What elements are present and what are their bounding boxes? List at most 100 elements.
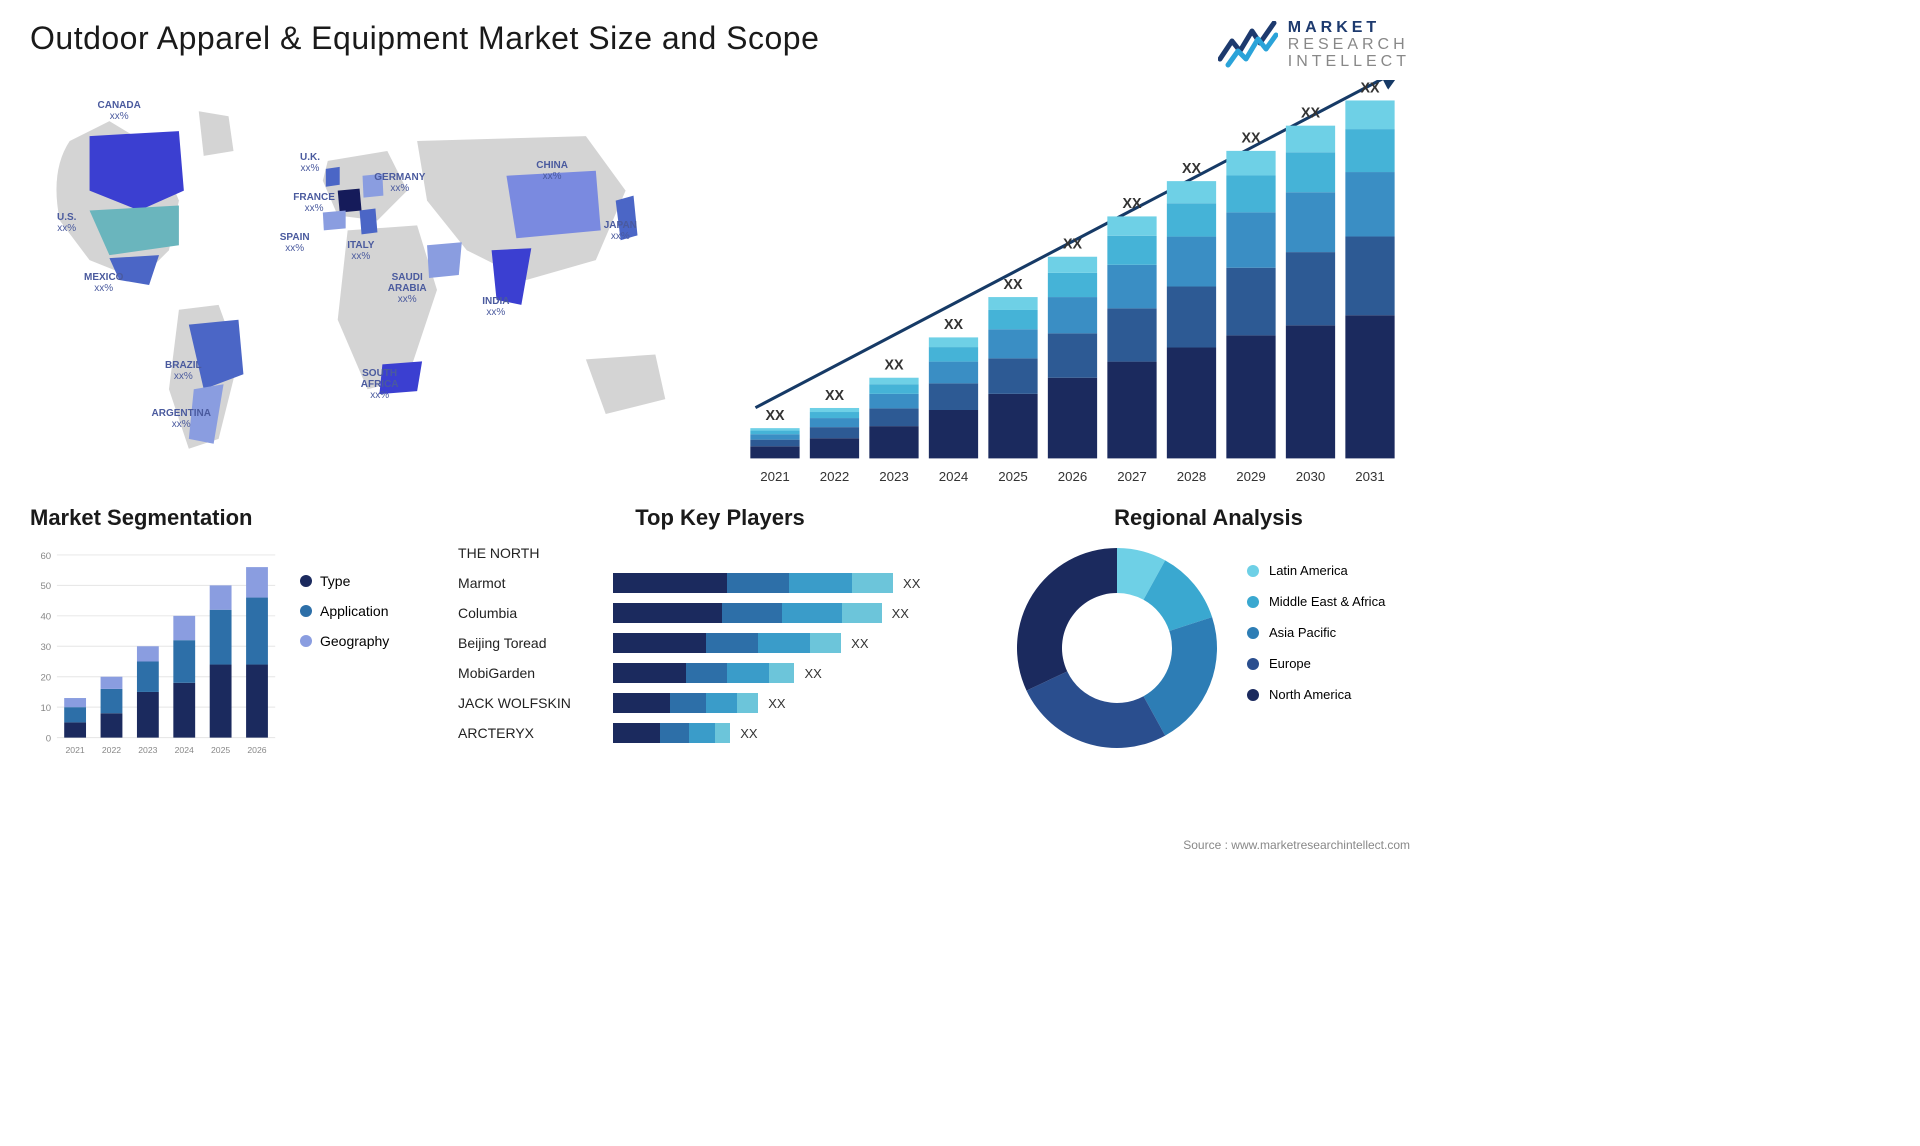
player-bar-row: XX	[613, 633, 982, 653]
svg-text:XX: XX	[825, 388, 845, 404]
map-country-label: ITALYxx%	[347, 240, 374, 262]
svg-text:XX: XX	[1003, 277, 1023, 293]
svg-text:2024: 2024	[939, 469, 969, 484]
key-players-title: Top Key Players	[458, 505, 982, 531]
map-country-label: CANADAxx%	[98, 100, 141, 122]
regional-donut-chart	[1012, 543, 1222, 753]
source-attribution: Source : www.marketresearchintellect.com	[1183, 838, 1410, 852]
svg-text:2023: 2023	[879, 469, 909, 484]
svg-text:40: 40	[40, 612, 51, 623]
segmentation-bar-chart: 0 10 20 30 40 50 60 2021 2022 2023 2024 2025 2026	[30, 543, 280, 763]
player-bar-row: XX	[613, 603, 982, 623]
svg-text:2028: 2028	[1177, 469, 1207, 484]
svg-text:2023: 2023	[138, 745, 157, 755]
player-bar-row: XX	[613, 573, 982, 593]
svg-text:2025: 2025	[998, 469, 1028, 484]
page-title: Outdoor Apparel & Equipment Market Size …	[30, 20, 819, 57]
svg-text:XX: XX	[1182, 161, 1202, 177]
player-value: XX	[740, 726, 757, 741]
player-name: JACK WOLFSKIN	[458, 693, 598, 713]
player-bar-row: XX	[613, 693, 982, 713]
player-value: XX	[768, 696, 785, 711]
map-country-label: SAUDIARABIAxx%	[388, 272, 427, 305]
svg-text:XX: XX	[1241, 131, 1261, 147]
regional-legend-item: Middle East & Africa	[1247, 594, 1385, 609]
player-value: XX	[892, 606, 909, 621]
svg-text:2029: 2029	[1236, 469, 1266, 484]
svg-text:0: 0	[46, 734, 51, 745]
logo-line1: MARKET	[1288, 20, 1410, 37]
player-value: XX	[805, 666, 822, 681]
svg-text:XX: XX	[1122, 197, 1142, 213]
regional-legend: Latin America Middle East & Africa Asia Pa…	[1247, 543, 1385, 753]
player-bar-row	[613, 543, 982, 563]
svg-text:2026: 2026	[247, 745, 266, 755]
player-name: Beijing Toread	[458, 633, 598, 653]
growth-chart-panel: XX2021XX2022XX2023XX2024XX2025XX2026XX20…	[735, 80, 1410, 480]
map-country-label: JAPANxx%	[604, 220, 637, 242]
player-name: Columbia	[458, 603, 598, 623]
world-map-icon	[30, 80, 705, 480]
svg-text:2024: 2024	[175, 745, 194, 755]
svg-text:XX: XX	[1063, 237, 1083, 253]
key-players-names: THE NORTH Marmot Columbia Beijing Toread Mob…	[458, 543, 598, 743]
map-country-label: ARGENTINAxx%	[152, 408, 211, 430]
segmentation-panel: Market Segmentation 0 10 20 30 40 50 60 2021 202…	[30, 505, 433, 775]
map-country-label: BRAZILxx%	[165, 360, 202, 382]
logo-mark-icon	[1218, 21, 1278, 69]
brand-logo: MARKET RESEARCH INTELLECT	[1218, 20, 1410, 70]
regional-legend-item: Asia Pacific	[1247, 625, 1385, 640]
svg-text:XX: XX	[944, 318, 964, 334]
regional-legend-item: North America	[1247, 687, 1385, 702]
map-country-label: SPAINxx%	[280, 232, 310, 254]
svg-text:10: 10	[40, 703, 51, 714]
map-country-label: INDIAxx%	[482, 296, 509, 318]
map-country-label: MEXICOxx%	[84, 272, 123, 294]
svg-text:XX: XX	[1360, 81, 1380, 97]
key-players-bars: XX XX XX XX XX XX	[613, 543, 982, 743]
world-map-panel: CANADAxx% U.S.xx% MEXICOxx% BRAZILxx% ARGENT…	[30, 80, 705, 480]
svg-text:30: 30	[40, 643, 51, 654]
player-name: MobiGarden	[458, 663, 598, 683]
segmentation-title: Market Segmentation	[30, 505, 433, 531]
key-players-panel: Top Key Players THE NORTH Marmot Columbia B…	[458, 505, 982, 775]
svg-text:2022: 2022	[820, 469, 850, 484]
player-name: THE NORTH	[458, 543, 598, 563]
regional-legend-item: Europe	[1247, 656, 1385, 671]
svg-text:2022: 2022	[102, 745, 121, 755]
svg-text:50: 50	[40, 582, 51, 593]
map-country-label: GERMANYxx%	[374, 172, 425, 194]
svg-text:2027: 2027	[1117, 469, 1147, 484]
segmentation-legend-item: Application	[300, 603, 389, 619]
growth-bar-chart: XX 2021 XX 2022 XX 2023 XX 2024 XX 2025 XX 2026 XX 20…	[735, 80, 1410, 489]
player-name: ARCTERYX	[458, 723, 598, 743]
map-country-label: FRANCExx%	[293, 192, 335, 214]
map-country-label: U.K.xx%	[300, 152, 320, 174]
svg-text:2021: 2021	[65, 745, 84, 755]
logo-line2: RESEARCH	[1288, 37, 1410, 54]
logo-line3: INTELLECT	[1288, 54, 1410, 71]
svg-text:XX: XX	[765, 408, 785, 424]
segmentation-legend: Type Application Geography	[300, 543, 389, 763]
svg-text:2025: 2025	[211, 745, 230, 755]
svg-text:20: 20	[40, 673, 51, 684]
map-country-label: SOUTHAFRICAxx%	[361, 368, 399, 401]
segmentation-legend-item: Geography	[300, 633, 389, 649]
regional-panel: Regional Analysis Latin America Middle Ea…	[1007, 505, 1410, 775]
regional-title: Regional Analysis	[1007, 505, 1410, 531]
svg-text:XX: XX	[884, 358, 904, 374]
player-value: XX	[903, 576, 920, 591]
svg-text:2031: 2031	[1355, 469, 1385, 484]
segmentation-legend-item: Type	[300, 573, 389, 589]
map-country-label: U.S.xx%	[57, 212, 76, 234]
svg-text:2026: 2026	[1058, 469, 1088, 484]
map-country-label: CHINAxx%	[536, 160, 568, 182]
player-name: Marmot	[458, 573, 598, 593]
svg-text:2021: 2021	[760, 469, 790, 484]
player-bar-row: XX	[613, 723, 982, 743]
svg-text:60: 60	[40, 551, 51, 562]
regional-legend-item: Latin America	[1247, 563, 1385, 578]
svg-text:2030: 2030	[1296, 469, 1326, 484]
svg-text:XX: XX	[1301, 106, 1321, 122]
player-bar-row: XX	[613, 663, 982, 683]
